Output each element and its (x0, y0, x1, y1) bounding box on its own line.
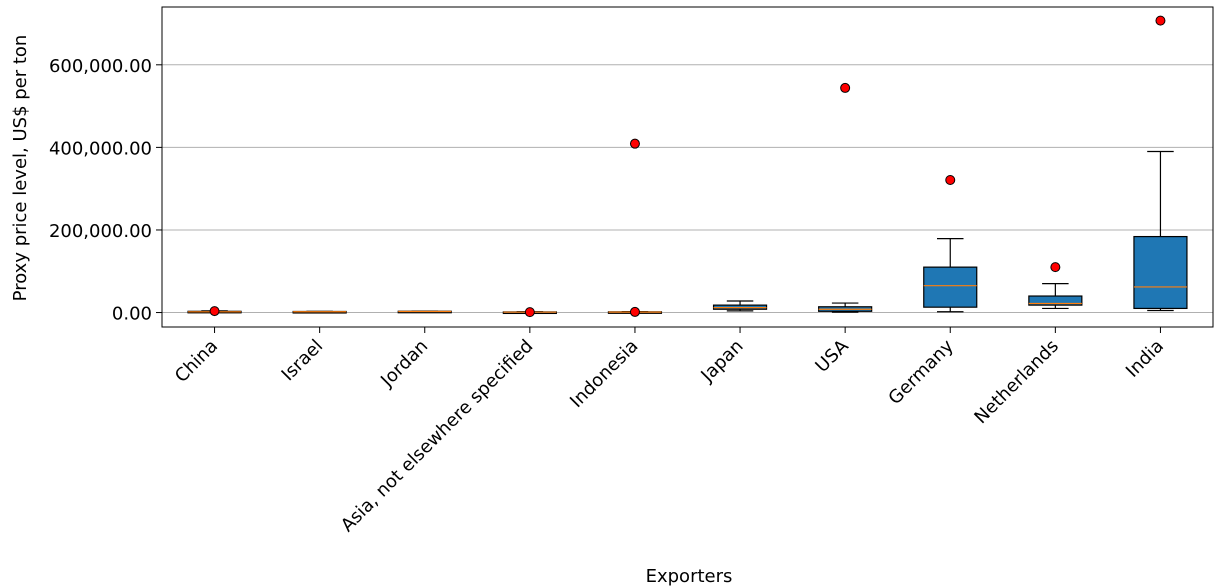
y-axis-ticks: 0.00 200,000.00 400,000.00 600,000.00 (49, 56, 162, 325)
x-tick-label: India (1122, 336, 1168, 382)
box-series (187, 15, 1188, 318)
x-tick-label: Indonesia (566, 336, 642, 412)
outlier-point (629, 138, 640, 149)
box-iqr (923, 266, 978, 308)
outlier-point (209, 306, 220, 317)
x-tick-label: USA (811, 335, 853, 377)
outlier-point (524, 307, 535, 318)
x-tick-label: China (171, 336, 222, 387)
x-tick-label: Germany (884, 335, 958, 409)
box-group (1133, 15, 1188, 312)
y-axis-label: Proxy price level, US$ per ton (10, 35, 31, 302)
plot-frame (161, 6, 1214, 328)
y-tick-label: 400,000.00 (49, 138, 152, 159)
x-tick-label: Netherlands (970, 336, 1062, 428)
x-tick-label: Israel (278, 336, 328, 386)
x-tick-label: Asia, not elsewhere specified (337, 336, 537, 536)
y-tick-label: 600,000.00 (49, 56, 152, 77)
box-group (712, 300, 768, 312)
box-group (502, 307, 557, 318)
y-tick-label: 200,000.00 (49, 221, 152, 242)
outlier-point (945, 175, 956, 186)
outlier-point (1050, 262, 1061, 273)
box-iqr (1028, 295, 1083, 306)
grid-lines (162, 64, 1213, 314)
outlier-point (1155, 15, 1166, 26)
outlier-point (629, 306, 640, 317)
box-group (607, 138, 663, 317)
box-group (1028, 262, 1083, 310)
box-group (292, 310, 347, 314)
box-group (818, 82, 873, 313)
box-group (397, 310, 452, 314)
outlier-point (840, 82, 851, 93)
x-tick-label: Japan (697, 336, 748, 387)
y-tick-label: 0.00 (112, 304, 152, 325)
x-tick-label: Jordan (376, 336, 432, 392)
x-axis-label: Exporters (646, 566, 733, 587)
box-group (187, 306, 242, 317)
box-iqr (1133, 235, 1188, 310)
box-group (923, 175, 978, 313)
